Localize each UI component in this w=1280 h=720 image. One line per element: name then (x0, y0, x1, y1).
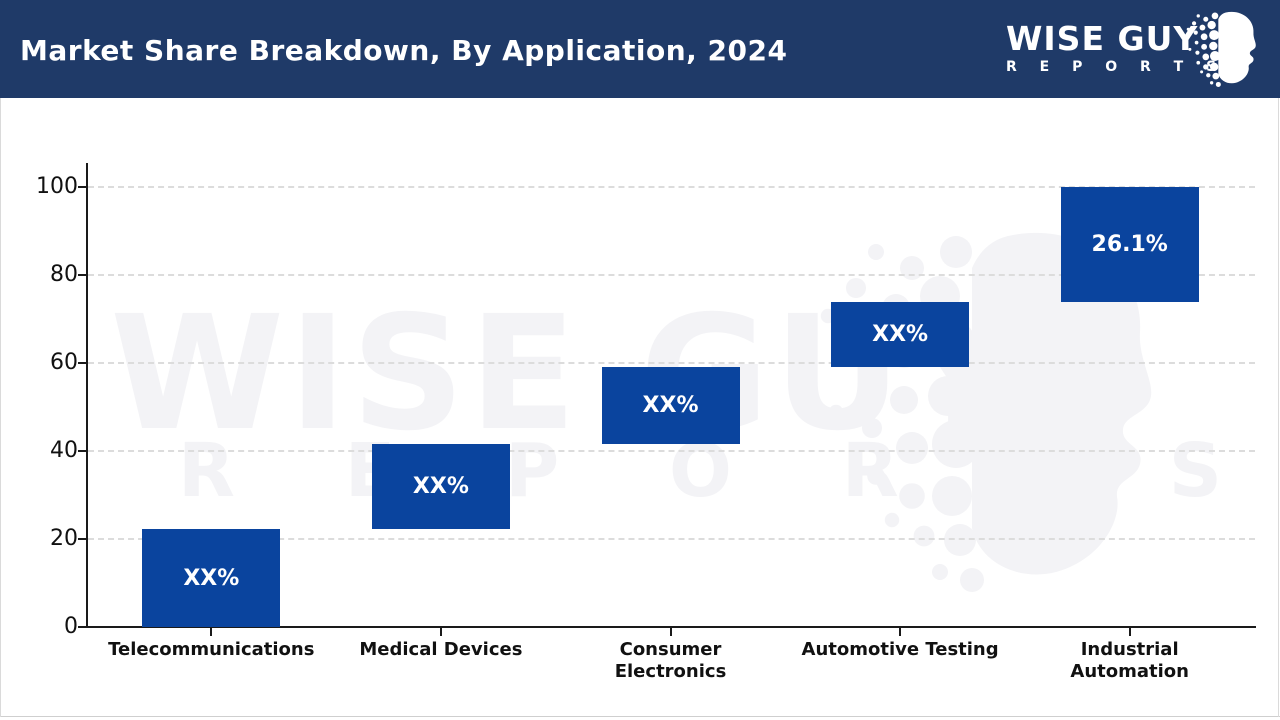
x-tick-mark (1128, 628, 1131, 636)
chart-title: Market Share Breakdown, By Application, … (20, 34, 788, 67)
category-label-line: Electronics (614, 660, 727, 682)
y-tick-label: 40 (50, 437, 78, 463)
y-tick-label: 60 (50, 349, 78, 375)
bar-value-label: XX% (183, 565, 240, 591)
x-tick-mark (669, 628, 672, 636)
x-axis-category-label: Consumer Electronics (556, 639, 786, 682)
brand-name: WISE GUY (1006, 19, 1199, 58)
brand-subname: R E P O R T S (1006, 58, 1226, 75)
y-tick-mark (78, 537, 86, 540)
x-axis-category-label: Telecommunications (96, 639, 326, 661)
bar-medical-devices: XX% (371, 444, 510, 530)
brand-logo: WISE GUY R E P O R T S (1006, 6, 1266, 92)
category-label-line: Medical Devices (359, 639, 523, 660)
category-label-line: Industrial (1080, 639, 1179, 660)
x-tick-mark (210, 628, 213, 636)
y-tick-mark (78, 361, 86, 364)
bar-telecommunications: XX% (142, 529, 281, 627)
x-tick-mark (439, 628, 442, 636)
header-bar: Market Share Breakdown, By Application, … (0, 0, 1280, 98)
gridline-100 (88, 186, 1255, 189)
y-tick-label: 100 (36, 174, 78, 200)
y-tick-label: 80 (50, 262, 78, 288)
bar-value-label: XX% (872, 322, 929, 348)
x-axis-category-label: Industrial Automation (1015, 639, 1245, 682)
x-tick-mark (899, 628, 902, 636)
y-axis-line (86, 163, 88, 628)
category-label-line: Automotive Testing (801, 639, 999, 660)
y-tick-label: 0 (64, 613, 78, 639)
y-tick-mark (78, 449, 86, 452)
y-tick-mark (78, 274, 86, 277)
gridline-40 (88, 449, 1255, 452)
gridline-20 (88, 537, 1255, 540)
bar-value-label: 26.1% (1091, 232, 1168, 258)
page-left-rule (0, 98, 1, 717)
category-label-line: Automation (1070, 660, 1189, 682)
category-label-line: Telecommunications (108, 639, 315, 660)
gridline-60 (88, 361, 1255, 364)
y-tick-mark (78, 625, 86, 628)
x-axis-category-label: Medical Devices (326, 639, 556, 661)
bar-value-label: XX% (412, 474, 469, 500)
y-tick-mark (78, 186, 86, 189)
bar-value-label: XX% (642, 393, 699, 419)
x-axis-line (86, 626, 1256, 628)
page-bottom-rule (0, 716, 1280, 717)
gridline-80 (88, 274, 1255, 277)
bar-automotive-testing: XX% (831, 301, 970, 368)
page-right-rule (1278, 98, 1279, 717)
category-label-line: Consumer (619, 639, 722, 660)
brand-logo-text: WISE GUY R E P O R T S (1006, 19, 1226, 75)
brand-head-icon (1186, 11, 1256, 87)
x-axis-category-label: Automotive Testing (785, 639, 1015, 661)
bar-consumer-electronics: XX% (601, 367, 740, 445)
y-tick-label: 20 (50, 525, 78, 551)
bar-industrial-automation: 26.1% (1060, 187, 1199, 302)
